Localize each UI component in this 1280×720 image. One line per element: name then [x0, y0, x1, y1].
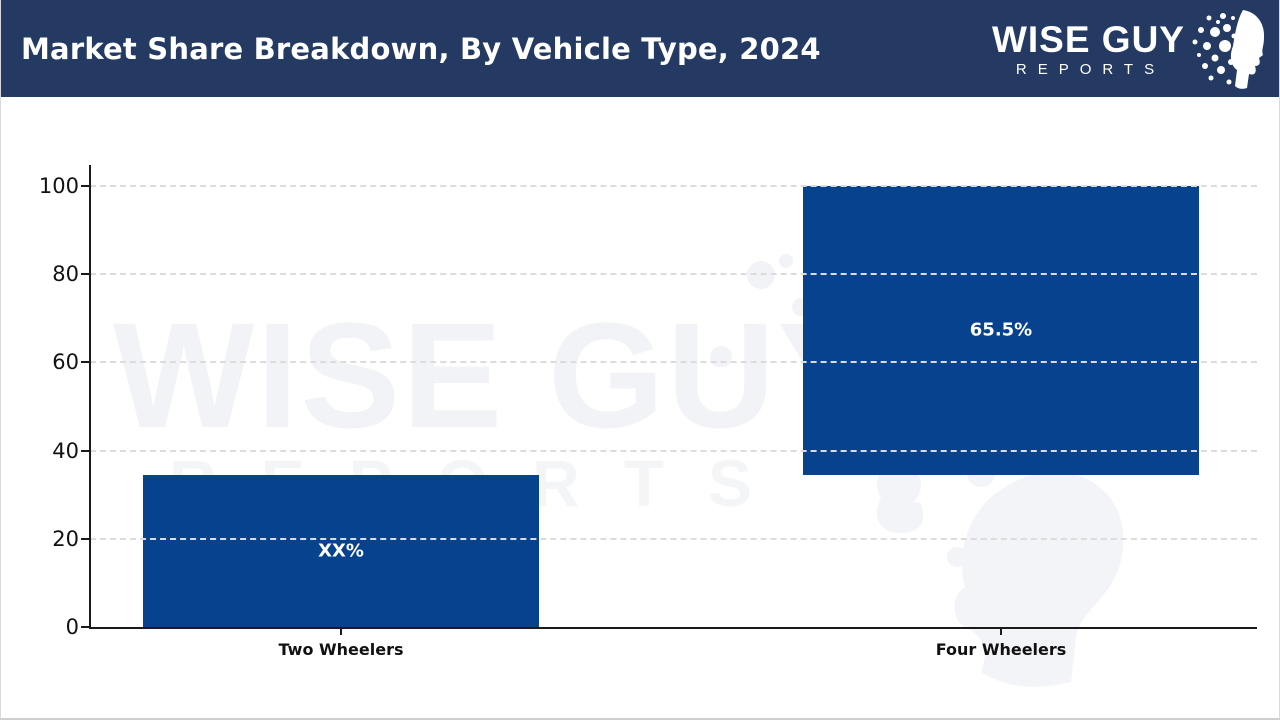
y-tick-label: 60: [52, 350, 79, 375]
y-tick-mark: [81, 185, 89, 187]
y-axis-spine: [89, 165, 91, 629]
x-tick-mark: [340, 628, 342, 635]
y-grid-line: [90, 449, 1257, 452]
bar-two-wheelers: [143, 474, 539, 627]
y-grid-line: [90, 185, 1257, 187]
y-tick-mark: [81, 273, 89, 276]
y-tick-mark: [81, 449, 89, 452]
logo-name: WISE GUY: [991, 18, 1185, 60]
x-tick-mark: [1000, 628, 1002, 635]
bar-value-label: XX%: [318, 540, 364, 562]
x-axis-spine: [89, 627, 1257, 629]
logo-tagline: REPORTS: [1015, 60, 1166, 78]
y-grid-line: [90, 361, 1257, 364]
wise-guy-logo: WISE GUY REPORTS: [992, 8, 1267, 90]
y-tick-label: 0: [65, 615, 79, 639]
header-bar: Market Share Breakdown, By Vehicle Type,…: [1, 0, 1279, 97]
y-tick-label: 20: [52, 526, 79, 551]
bar-value-label: 65.5%: [969, 319, 1033, 341]
y-tick-mark: [81, 361, 89, 364]
dotted-face-profile-icon: [1192, 9, 1265, 89]
x-tick-label-2: Four Wheelers: [935, 640, 1067, 659]
y-tick-mark: [81, 537, 89, 540]
y-tick-label: 100: [38, 174, 79, 198]
y-tick-label: 80: [52, 262, 79, 287]
y-tick-mark: [81, 626, 89, 628]
y-tick-label: 40: [52, 438, 79, 463]
y-grid-line: [90, 537, 1257, 540]
page-title: Market Share Breakdown, By Vehicle Type,…: [21, 31, 821, 66]
x-tick-label-1: Two Wheelers: [278, 640, 404, 659]
bar-four-wheelers: [803, 186, 1199, 475]
y-grid-line: [90, 273, 1257, 276]
